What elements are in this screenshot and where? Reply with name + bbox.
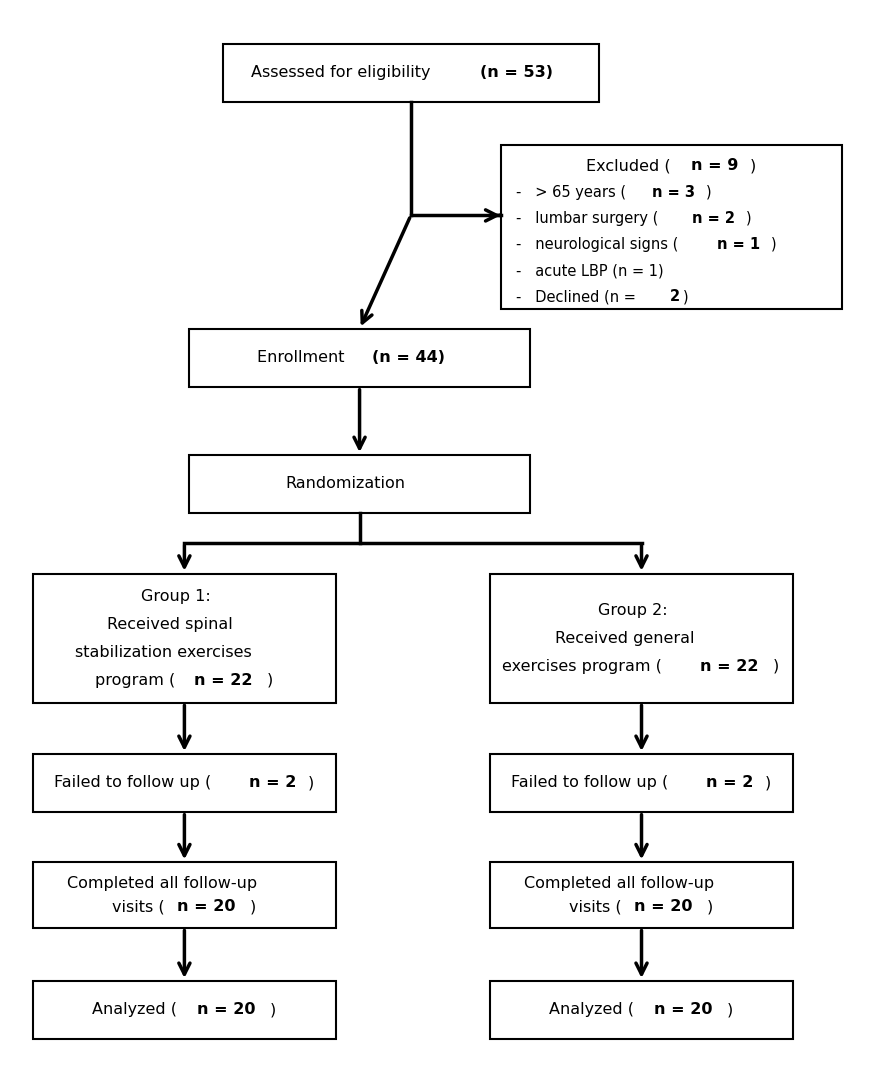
Text: Completed all follow-up: Completed all follow-up: [523, 876, 714, 891]
Text: visits (: visits (: [112, 900, 165, 914]
Text: -   lumbar surgery (: - lumbar surgery (: [516, 211, 659, 226]
Text: Analyzed (: Analyzed (: [92, 1002, 176, 1017]
Text: n = 2: n = 2: [706, 775, 753, 791]
Text: ): ): [746, 211, 751, 226]
Text: (n = 53): (n = 53): [480, 66, 553, 81]
Text: (n = 44): (n = 44): [372, 350, 445, 365]
Text: stabilization exercises: stabilization exercises: [75, 645, 252, 660]
Text: ): ): [307, 775, 313, 791]
Text: ): ): [773, 659, 779, 674]
Text: n = 9: n = 9: [691, 159, 738, 174]
Text: ): ): [726, 1002, 732, 1017]
Text: n = 2: n = 2: [692, 211, 735, 226]
Text: ): ): [270, 1002, 276, 1017]
Bar: [500, 146, 842, 309]
Bar: [189, 329, 530, 387]
Text: ): ): [249, 900, 255, 914]
Text: n = 22: n = 22: [194, 673, 253, 688]
Text: n = 20: n = 20: [197, 1002, 255, 1017]
Bar: [189, 455, 530, 513]
Text: -   acute LBP (n = 1): - acute LBP (n = 1): [516, 264, 664, 278]
Text: visits (: visits (: [569, 900, 621, 914]
Bar: [222, 44, 599, 102]
Text: ): ): [683, 289, 688, 305]
Text: Failed to follow up (: Failed to follow up (: [511, 775, 668, 791]
Text: ): ): [706, 185, 711, 200]
Text: Analyzed (: Analyzed (: [549, 1002, 634, 1017]
Text: ): ): [266, 673, 272, 688]
Bar: [490, 573, 793, 702]
Text: n = 3: n = 3: [652, 185, 695, 200]
Text: Group 1:: Group 1:: [142, 589, 211, 604]
Bar: [33, 981, 336, 1039]
Text: Failed to follow up (: Failed to follow up (: [53, 775, 211, 791]
Text: ): ): [765, 775, 771, 791]
Bar: [490, 754, 793, 812]
Text: ): ): [749, 159, 756, 174]
Text: Received spinal: Received spinal: [107, 617, 232, 632]
Text: ): ): [707, 900, 713, 914]
Text: n = 20: n = 20: [634, 900, 692, 914]
Text: -   Declined (n =: - Declined (n =: [516, 289, 641, 305]
Text: Excluded (: Excluded (: [586, 159, 670, 174]
Text: Received general: Received general: [555, 631, 694, 646]
Text: n = 22: n = 22: [700, 659, 759, 674]
Bar: [33, 754, 336, 812]
Bar: [33, 862, 336, 928]
Text: Randomization: Randomization: [285, 476, 405, 491]
Bar: [490, 862, 793, 928]
Text: 2: 2: [670, 289, 680, 305]
Text: n = 20: n = 20: [654, 1002, 713, 1017]
Text: -   > 65 years (: - > 65 years (: [516, 185, 626, 200]
Text: program (: program (: [94, 673, 174, 688]
Text: Completed all follow-up: Completed all follow-up: [67, 876, 257, 891]
Text: ): ): [771, 237, 776, 252]
Text: n = 2: n = 2: [248, 775, 296, 791]
Text: Assessed for eligibility: Assessed for eligibility: [251, 66, 436, 81]
Text: n = 1: n = 1: [717, 237, 760, 252]
Text: exercises program (: exercises program (: [502, 659, 662, 674]
Bar: [33, 573, 336, 702]
Text: Group 2:: Group 2:: [598, 603, 668, 618]
Text: Enrollment: Enrollment: [257, 350, 350, 365]
Bar: [490, 981, 793, 1039]
Text: -   neurological signs (: - neurological signs (: [516, 237, 678, 252]
Text: n = 20: n = 20: [177, 900, 235, 914]
